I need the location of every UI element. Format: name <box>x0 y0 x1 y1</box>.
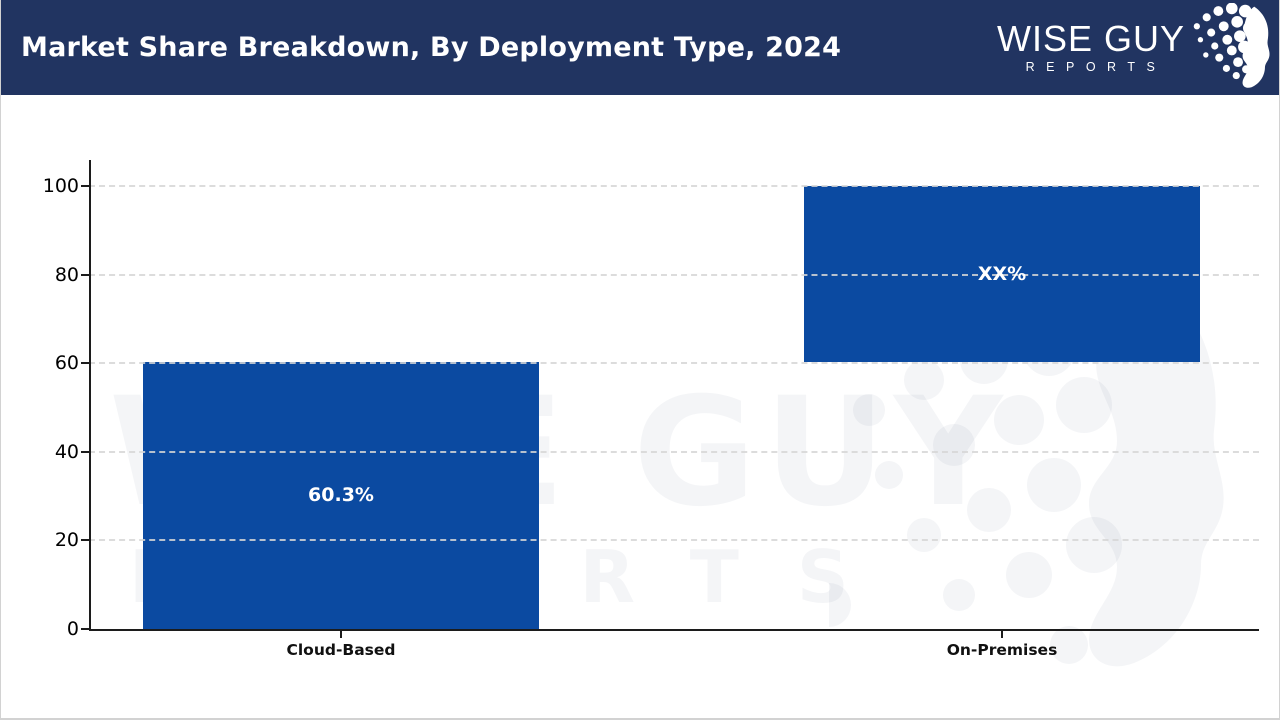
x-tick <box>1001 630 1003 638</box>
y-tick-label: 80 <box>54 263 79 286</box>
brand-subname: REPORTS <box>1025 60 1167 74</box>
y-tick <box>81 273 89 276</box>
y-tick <box>81 450 89 453</box>
watermark-face-icon <box>807 235 1279 718</box>
bar-value-label: 60.3% <box>308 484 374 507</box>
y-tick <box>81 362 89 365</box>
y-tick-label: 0 <box>66 618 79 640</box>
gridline-40 <box>89 450 1259 453</box>
y-tick <box>81 185 89 188</box>
brand-name: WISE GUY <box>996 18 1185 59</box>
bar-value-label: XX% <box>977 263 1027 286</box>
x-axis-line <box>89 629 1259 631</box>
page-title: Market Share Breakdown, By Deployment Ty… <box>21 32 842 63</box>
bar-cloud-based <box>143 361 539 629</box>
x-category-label: Cloud-Based <box>286 641 396 659</box>
y-axis-line <box>89 160 91 631</box>
gridline-60 <box>89 362 1259 365</box>
x-category-label: On-Premises <box>946 641 1058 659</box>
x-tick <box>340 630 342 638</box>
y-tick-label: 40 <box>54 440 79 463</box>
y-tick <box>81 539 89 542</box>
y-tick <box>81 628 89 630</box>
brand-logo: WISE GUY REPORTS <box>996 2 1279 93</box>
header-bar: Market Share Breakdown, By Deployment Ty… <box>1 0 1279 95</box>
gridline-100 <box>89 185 1259 188</box>
dotted-face-profile-icon <box>1189 2 1271 93</box>
y-tick-label: 60 <box>54 352 79 375</box>
y-tick-label: 100 <box>42 175 79 198</box>
gridline-80 <box>89 273 1259 276</box>
brand-logo-text: WISE GUY REPORTS <box>996 18 1185 75</box>
y-tick-label: 20 <box>54 529 79 552</box>
gridline-20 <box>89 539 1259 542</box>
